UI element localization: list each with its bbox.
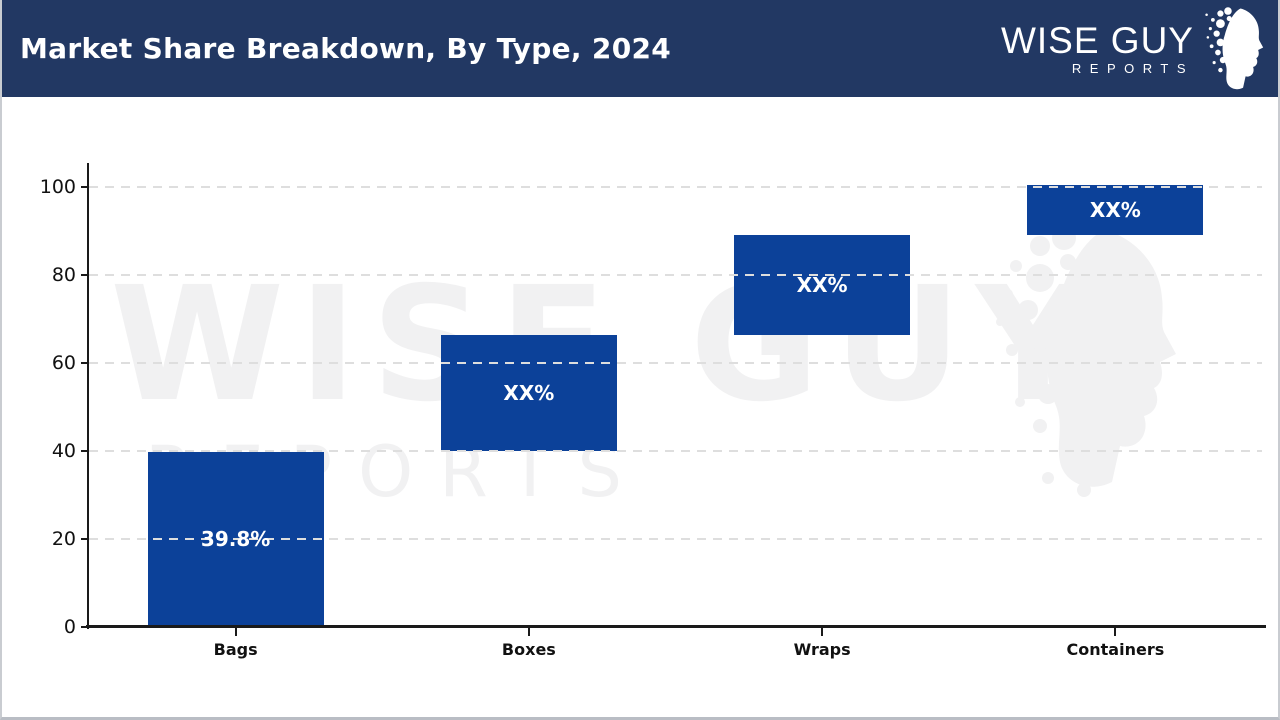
y-tick-20 bbox=[81, 538, 88, 540]
gridline-40 bbox=[89, 450, 1262, 452]
gridline-80 bbox=[89, 274, 1262, 276]
y-tick-label-80: 80 bbox=[51, 264, 76, 286]
bar-boxes bbox=[440, 334, 617, 451]
y-tick-label-100: 100 bbox=[39, 176, 76, 198]
x-category-label-bags: Bags bbox=[213, 640, 258, 659]
y-axis-spine bbox=[87, 163, 89, 629]
bar-value-label: XX% bbox=[503, 380, 555, 405]
gridline-60 bbox=[89, 362, 1262, 364]
watermark-head-icon bbox=[996, 226, 1176, 497]
x-axis-line bbox=[86, 625, 1266, 628]
y-tick-label-0: 0 bbox=[63, 616, 76, 638]
bar-value-label: 39.8% bbox=[200, 527, 271, 552]
y-tick-0 bbox=[81, 626, 88, 628]
gridline-20 bbox=[89, 538, 1262, 540]
x-category-label-boxes: Boxes bbox=[501, 640, 556, 659]
brand-subtitle: REPORTS bbox=[1071, 61, 1194, 76]
y-tick-80 bbox=[81, 274, 88, 276]
page-title: Market Share Breakdown, By Type, 2024 bbox=[20, 32, 672, 65]
x-category-label-containers: Containers bbox=[1066, 640, 1165, 659]
bar-wraps bbox=[734, 234, 911, 335]
y-tick-label-20: 20 bbox=[51, 528, 76, 550]
bar-value-label: XX% bbox=[1089, 198, 1141, 223]
y-tick-label-40: 40 bbox=[51, 440, 76, 462]
bar-value-label: XX% bbox=[796, 272, 848, 297]
y-tick-60 bbox=[81, 362, 88, 364]
y-tick-label-60: 60 bbox=[51, 352, 76, 374]
x-category-label-wraps: Wraps bbox=[793, 640, 851, 659]
y-tick-100 bbox=[81, 186, 88, 188]
header-bar: Market Share Breakdown, By Type, 2024 WI… bbox=[0, 0, 1280, 97]
x-tick-bags bbox=[234, 628, 237, 636]
x-tick-boxes bbox=[527, 628, 530, 636]
gridline-100 bbox=[89, 186, 1262, 188]
y-tick-40 bbox=[81, 450, 88, 452]
brand-logo-text: WISE GUY REPORTS bbox=[1000, 20, 1194, 77]
x-tick-containers bbox=[1114, 628, 1117, 636]
brand-name: WISE GUY bbox=[1000, 20, 1194, 61]
bar-containers bbox=[1027, 185, 1204, 235]
wiseguy-head-icon bbox=[1205, 7, 1264, 90]
brand-logo: WISE GUY REPORTS bbox=[1000, 4, 1272, 94]
x-tick-wraps bbox=[821, 628, 824, 636]
